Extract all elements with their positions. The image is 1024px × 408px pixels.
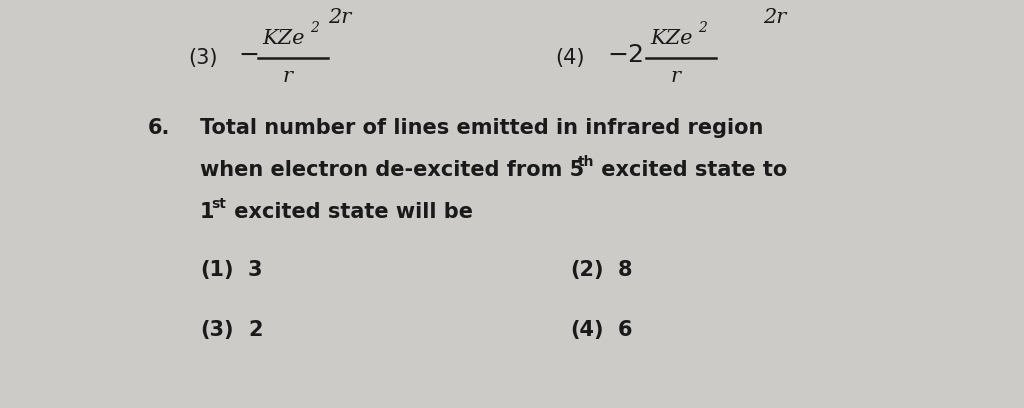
- Text: when electron de-excited from 5: when electron de-excited from 5: [200, 160, 585, 180]
- Text: (4): (4): [570, 320, 603, 340]
- Text: 2: 2: [698, 21, 707, 35]
- Text: 1: 1: [200, 202, 214, 222]
- Text: KZe: KZe: [650, 29, 692, 47]
- Text: 6: 6: [618, 320, 633, 340]
- Text: (3): (3): [200, 320, 233, 340]
- Text: KZe: KZe: [262, 29, 304, 47]
- Text: −: −: [238, 43, 259, 67]
- Text: (3): (3): [188, 48, 217, 68]
- Text: excited state to: excited state to: [594, 160, 787, 180]
- Text: r: r: [671, 67, 681, 86]
- Text: r: r: [283, 67, 293, 86]
- Text: 3: 3: [248, 260, 262, 280]
- Text: 2r: 2r: [763, 8, 786, 27]
- Text: th: th: [578, 155, 595, 169]
- Text: 2: 2: [248, 320, 262, 340]
- Text: 2: 2: [310, 21, 318, 35]
- Text: 8: 8: [618, 260, 633, 280]
- Text: (4): (4): [555, 48, 585, 68]
- Text: −2: −2: [607, 43, 644, 67]
- Text: 2r: 2r: [329, 8, 351, 27]
- Text: 6.: 6.: [148, 118, 170, 138]
- Text: st: st: [211, 197, 226, 211]
- Text: (2): (2): [570, 260, 603, 280]
- Text: (1): (1): [200, 260, 233, 280]
- Text: excited state will be: excited state will be: [227, 202, 473, 222]
- Text: Total number of lines emitted in infrared region: Total number of lines emitted in infrare…: [200, 118, 763, 138]
